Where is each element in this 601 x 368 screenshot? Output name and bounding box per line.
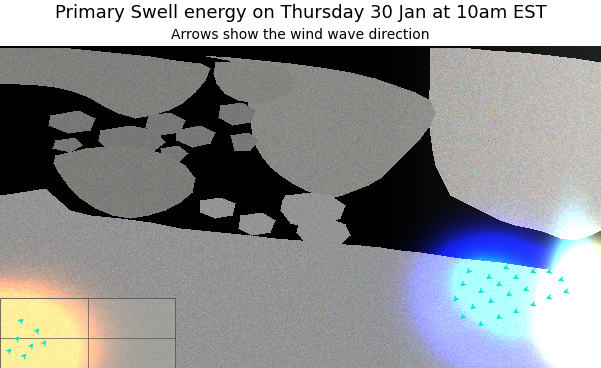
Bar [0, 298, 175, 368]
Text: Primary Swell energy on Thursday 30 Jan at 10am EST: Primary Swell energy on Thursday 30 Jan … [55, 4, 546, 22]
Text: Arrows show the wind wave direction: Arrows show the wind wave direction [171, 28, 430, 42]
